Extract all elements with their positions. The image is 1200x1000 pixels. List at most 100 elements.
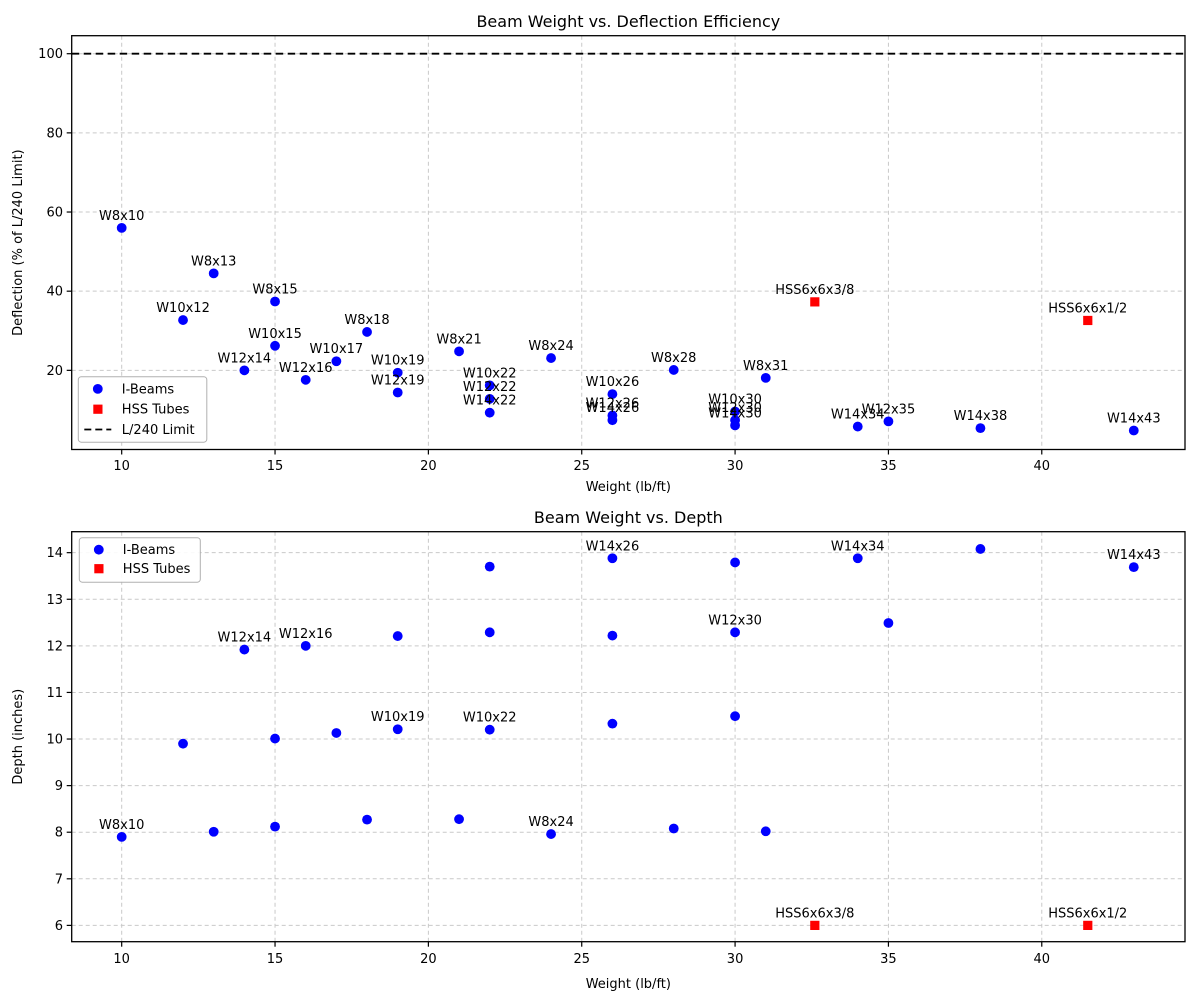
data-point-ibeam bbox=[546, 353, 556, 363]
y-tick-label: 6 bbox=[55, 919, 63, 934]
x-tick-label: 20 bbox=[420, 952, 437, 967]
data-point-hss bbox=[810, 920, 820, 930]
point-label: W14x34 bbox=[831, 408, 885, 423]
x-tick-label: 10 bbox=[113, 952, 130, 967]
point-label: W12x22 bbox=[463, 380, 517, 395]
plot-frame bbox=[71, 531, 1186, 943]
x-tick-label: 30 bbox=[727, 952, 744, 967]
point-label: W12x14 bbox=[218, 631, 272, 646]
point-label: W14x30 bbox=[708, 406, 762, 421]
data-point-ibeam bbox=[270, 733, 280, 744]
data-point-ibeam bbox=[270, 340, 280, 351]
point-label: W8x21 bbox=[436, 332, 481, 347]
data-point-ibeam bbox=[607, 553, 618, 564]
data-point-ibeam bbox=[883, 416, 894, 427]
y-tick-label: 40 bbox=[46, 285, 63, 300]
point-label: W10x17 bbox=[310, 342, 364, 357]
x-tick-label: 25 bbox=[573, 459, 590, 474]
data-point-ibeam bbox=[484, 407, 495, 418]
data-point-ibeam bbox=[208, 268, 219, 279]
y-tick-label: 60 bbox=[46, 206, 63, 221]
point-label: W10x19 bbox=[371, 710, 425, 725]
point-label: W12x35 bbox=[862, 402, 916, 417]
x-tick-label: 30 bbox=[727, 459, 744, 474]
x-tick-label: 20 bbox=[420, 459, 437, 474]
data-point-hss bbox=[1083, 920, 1093, 930]
point-label: W10x19 bbox=[371, 354, 425, 369]
legend-marker-square bbox=[93, 404, 103, 414]
data-point-ibeam bbox=[1128, 562, 1139, 573]
y-axis-label: Deflection (% of L/240 Limit) bbox=[11, 149, 26, 335]
data-point-ibeam bbox=[331, 356, 342, 367]
data-point-ibeam bbox=[270, 296, 280, 307]
data-point-ibeam bbox=[730, 627, 740, 638]
data-point-ibeam bbox=[883, 618, 894, 628]
y-tick-label: 20 bbox=[46, 364, 63, 379]
data-point-ibeam bbox=[178, 738, 188, 749]
data-point-ibeam bbox=[392, 724, 403, 735]
legend-label: HSS Tubes bbox=[122, 403, 190, 418]
point-label: W8x28 bbox=[651, 351, 696, 366]
point-label: W10x22 bbox=[463, 711, 517, 726]
chart-title: Beam Weight vs. Deflection Efficiency bbox=[476, 12, 780, 31]
data-point-ibeam bbox=[178, 315, 188, 325]
legend-marker-square bbox=[94, 564, 104, 574]
x-axis-label: Weight (lb/ft) bbox=[586, 977, 671, 992]
point-label: W8x13 bbox=[191, 254, 236, 269]
data-point-ibeam bbox=[484, 724, 495, 735]
point-label: W14x43 bbox=[1107, 548, 1161, 563]
data-point-hss bbox=[1083, 315, 1093, 326]
legend-box bbox=[78, 537, 201, 583]
point-label: W12x30 bbox=[708, 613, 762, 628]
y-tick-label: 14 bbox=[46, 546, 63, 561]
point-label: W10x12 bbox=[156, 301, 210, 316]
chart-title: Beam Weight vs. Depth bbox=[534, 508, 723, 527]
x-tick-label: 35 bbox=[880, 952, 897, 967]
data-point-ibeam bbox=[730, 711, 740, 722]
data-point-ibeam bbox=[239, 365, 250, 376]
y-tick-label: 100 bbox=[38, 47, 63, 62]
legend-label: I-Beams bbox=[122, 382, 175, 397]
y-tick-label: 8 bbox=[55, 826, 63, 841]
point-label: W12x26 bbox=[586, 396, 640, 411]
data-point-ibeam bbox=[607, 415, 618, 426]
y-tick-label: 12 bbox=[46, 639, 63, 654]
legend-marker-circle bbox=[93, 544, 104, 555]
point-label: W10x15 bbox=[248, 327, 302, 342]
data-point-ibeam bbox=[270, 821, 280, 832]
data-point-ibeam bbox=[362, 814, 372, 825]
point-label: HSS6x6x3/8 bbox=[775, 906, 854, 921]
x-tick-label: 40 bbox=[1034, 952, 1051, 967]
x-axis-label: Weight (lb/ft) bbox=[586, 480, 671, 495]
point-label: W12x16 bbox=[279, 627, 333, 642]
data-point-ibeam bbox=[760, 372, 771, 383]
point-label: W12x14 bbox=[218, 351, 272, 366]
x-tick-label: 35 bbox=[880, 459, 897, 474]
data-point-ibeam bbox=[300, 640, 311, 651]
data-point-ibeam bbox=[730, 557, 740, 568]
x-tick-label: 40 bbox=[1034, 459, 1051, 474]
point-label: W14x43 bbox=[1107, 412, 1161, 427]
data-point-ibeam bbox=[392, 387, 403, 398]
y-tick-label: 11 bbox=[46, 686, 63, 701]
point-label: HSS6x6x1/2 bbox=[1048, 906, 1127, 921]
point-label: HSS6x6x1/2 bbox=[1048, 301, 1127, 316]
point-label: W14x26 bbox=[586, 539, 640, 554]
legend-label: HSS Tubes bbox=[123, 562, 191, 577]
y-axis-label: Depth (inches) bbox=[11, 689, 26, 785]
data-point-ibeam bbox=[484, 627, 495, 638]
point-label: W8x24 bbox=[528, 339, 573, 354]
legend-marker-circle bbox=[92, 384, 103, 394]
point-label: W8x31 bbox=[743, 359, 788, 374]
data-point-ibeam bbox=[852, 553, 863, 564]
data-point-ibeam bbox=[362, 327, 372, 337]
data-point-ibeam bbox=[300, 374, 311, 385]
point-label: W12x30 bbox=[708, 401, 762, 416]
data-point-ibeam bbox=[484, 393, 495, 404]
legend-label: L/240 Limit bbox=[122, 423, 195, 438]
data-point-ibeam bbox=[116, 831, 127, 842]
data-point-hss bbox=[810, 297, 820, 307]
point-label: W8x15 bbox=[252, 282, 297, 297]
